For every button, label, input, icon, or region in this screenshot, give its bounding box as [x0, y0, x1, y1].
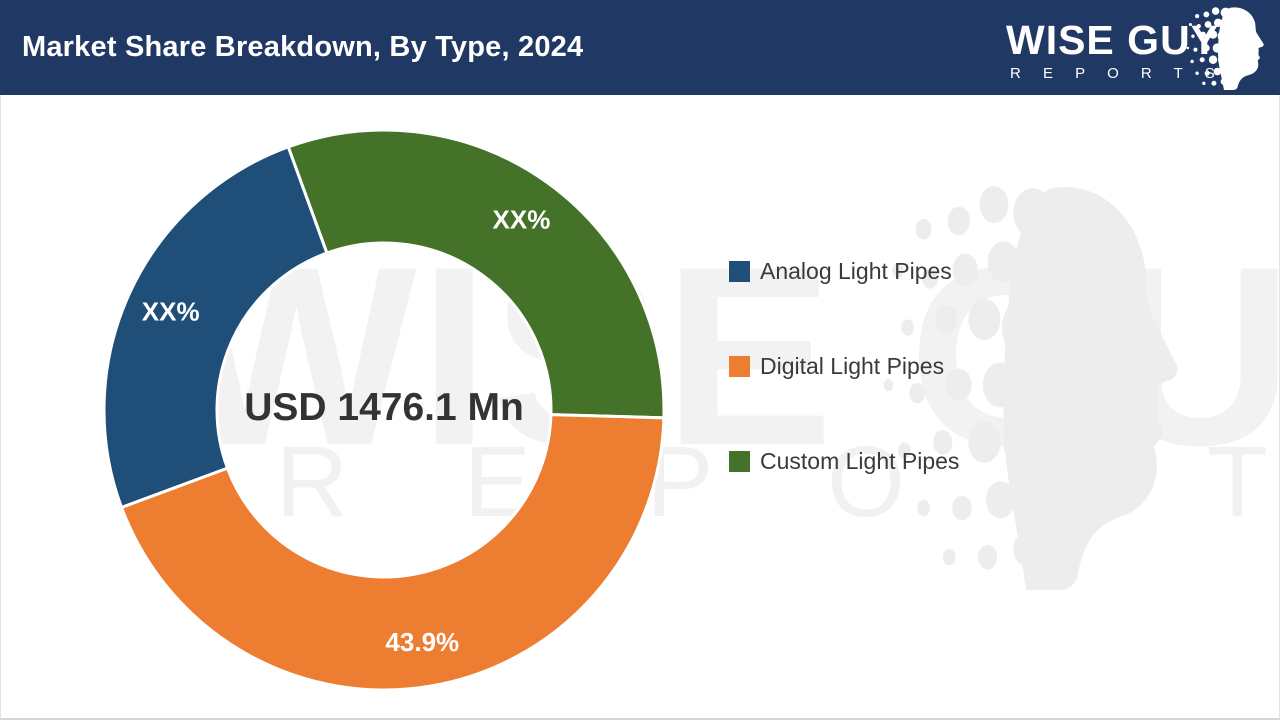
legend-item-digital: Digital Light Pipes [729, 353, 959, 380]
legend-label-custom: Custom Light Pipes [760, 448, 960, 474]
legend-swatch-digital [729, 356, 750, 377]
page-title: Market Share Breakdown, By Type, 2024 [22, 31, 584, 63]
slice-label-analog-light-pipes: XX% [142, 296, 200, 326]
brand-logo: WISE GUY R E P O R T S [1004, 6, 1266, 90]
watermark-head-icon [883, 186, 1178, 590]
legend-item-custom: Custom Light Pipes [729, 448, 959, 475]
chart-canvas: WISE GUY R E P O R T S XX%43.9%XX% USD 1… [0, 95, 1280, 720]
dotted-head-icon [1186, 6, 1264, 90]
header-bar: Market Share Breakdown, By Type, 2024 WI… [0, 0, 1280, 95]
donut-slice-analog-light-pipes [102, 144, 329, 510]
donut-slice-custom-light-pipes [286, 128, 666, 420]
slice-label-custom-light-pipes: XX% [493, 204, 551, 234]
legend-label-analog: Analog Light Pipes [760, 258, 952, 284]
legend-swatch-custom [729, 451, 750, 472]
legend-item-analog: Analog Light Pipes [729, 258, 959, 285]
donut-chart: XX% 43.9% XX% [102, 128, 666, 692]
slice-label-digital-light-pipes: 43.9% [385, 627, 459, 657]
donut-slice-digital-light-pipes [119, 413, 666, 692]
logo-wordmark: WISE GUY [1006, 17, 1219, 63]
legend-label-digital: Digital Light Pipes [760, 353, 945, 379]
legend-swatch-analog [729, 261, 750, 282]
logo-subtitle: R E P O R T S [1010, 65, 1224, 82]
wise-guy-logo-graphic: WISE GUY R E P O R T S [1006, 6, 1264, 90]
chart-legend: Analog Light Pipes Digital Light Pipes C… [729, 258, 959, 475]
chart-center-value: USD 1476.1 Mn [244, 386, 524, 429]
